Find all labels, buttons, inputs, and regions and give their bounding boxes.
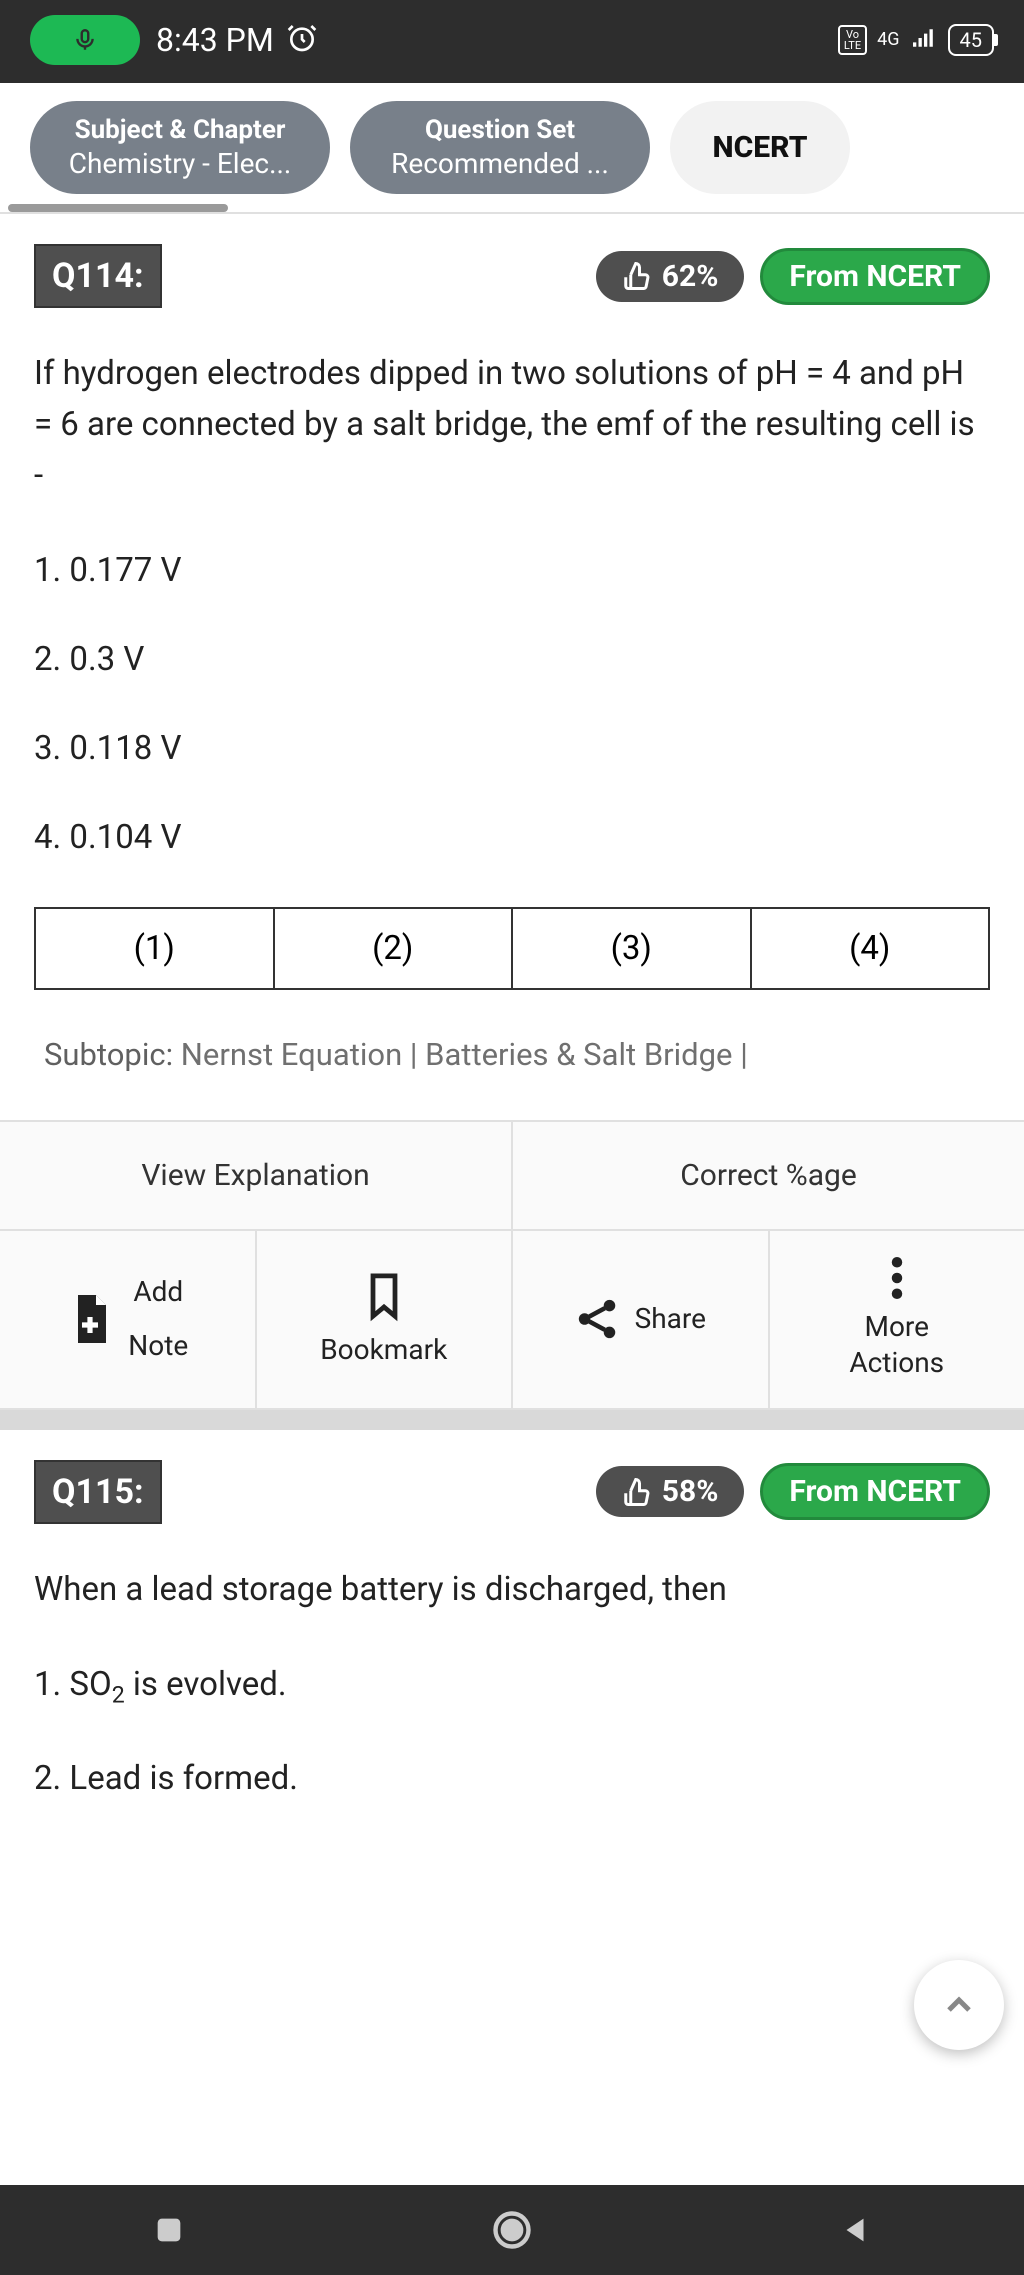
option-1: 1. SO2 is evolved.: [34, 1665, 990, 1709]
answer-cell-1[interactable]: (1): [35, 908, 274, 989]
option-3: 3. 0.118 V: [34, 729, 990, 768]
volte-icon: Vo LTE: [838, 25, 867, 55]
opt1-sub: 2: [112, 1682, 125, 1709]
mic-indicator: [30, 15, 140, 65]
answer-cell-3[interactable]: (3): [512, 908, 751, 989]
option-4: 4. 0.104 V: [34, 818, 990, 857]
question-card-q115: Q115: 58% From NCERT When a lead storage…: [0, 1430, 1024, 1798]
question-id-badge: Q114:: [34, 244, 162, 308]
triangle-left-icon: [838, 2213, 872, 2247]
android-nav-bar: [0, 2185, 1024, 2275]
recents-button[interactable]: [152, 2213, 186, 2247]
pill-title: Subject & Chapter: [66, 115, 294, 145]
bookmark-button[interactable]: Bookmark: [257, 1231, 514, 1408]
opt1-prefix: 1. SO: [34, 1665, 112, 1704]
option-2: 2. 0.3 V: [34, 640, 990, 679]
thumbs-up-icon: [622, 261, 652, 291]
action-row: Add Note Bookmark Share More Actions: [0, 1231, 1024, 1410]
card-gap: [0, 1410, 1024, 1430]
question-text: If hydrogen electrodes dipped in two sol…: [34, 348, 990, 501]
network-4g: 4G: [877, 31, 899, 49]
view-explanation-button[interactable]: View Explanation: [0, 1122, 513, 1229]
pill-title: NCERT: [713, 130, 808, 165]
scroll-indicator: [8, 204, 228, 212]
battery-level: 45: [948, 24, 994, 56]
question-card-q114: Q114: 62% From NCERT If hydrogen electro…: [0, 214, 1024, 1080]
back-button[interactable]: [838, 2213, 872, 2247]
filter-row[interactable]: Subject & Chapter Chemistry - Elec... Qu…: [0, 83, 1024, 214]
question-set-pill[interactable]: Question Set Recommended ...: [350, 101, 650, 194]
question-text: When a lead storage battery is discharge…: [34, 1564, 990, 1615]
thumbs-up-icon: [622, 1477, 652, 1507]
like-percentage-pill[interactable]: 62%: [596, 251, 745, 302]
answer-choice-table: (1) (2) (3) (4): [34, 907, 990, 990]
home-button[interactable]: [490, 2208, 534, 2252]
correct-percentage-button[interactable]: Correct %age: [513, 1122, 1024, 1229]
like-percentage-pill[interactable]: 58%: [596, 1466, 745, 1517]
chevron-up-icon: [939, 1985, 979, 2025]
clock-time: 8:43 PM: [156, 21, 274, 59]
status-bar: 8:43 PM Vo LTE 4G 45: [0, 0, 1024, 80]
scroll-up-button[interactable]: [914, 1960, 1004, 2050]
square-icon: [152, 2213, 186, 2247]
pill-sub: Chemistry - Elec...: [66, 147, 294, 180]
options-list: 1. SO2 is evolved. 2. Lead is formed.: [34, 1665, 990, 1798]
share-label: Share: [635, 1301, 706, 1337]
answer-cell-2[interactable]: (2): [274, 908, 513, 989]
add-note-label-bottom: Note: [128, 1328, 188, 1364]
explanation-row: View Explanation Correct %age: [0, 1120, 1024, 1231]
option-1: 1. 0.177 V: [34, 551, 990, 590]
pill-title: Question Set: [386, 115, 614, 145]
from-ncert-badge: From NCERT: [760, 248, 990, 305]
signal-icon: [910, 27, 938, 53]
add-note-icon: [66, 1290, 114, 1348]
circle-icon: [490, 2208, 534, 2252]
more-icon: [890, 1257, 904, 1299]
subtopic-value: Nernst Equation | Batteries & Salt Bridg…: [181, 1036, 748, 1073]
like-value: 62%: [662, 259, 719, 294]
alarm-icon: [286, 22, 318, 58]
bookmark-icon: [362, 1270, 406, 1322]
ncert-filter-pill[interactable]: NCERT: [670, 101, 850, 194]
add-note-label-top: Add: [128, 1274, 188, 1310]
more-label-bottom: Actions: [849, 1345, 944, 1381]
share-icon: [575, 1296, 621, 1342]
more-actions-button[interactable]: More Actions: [770, 1231, 1024, 1408]
subject-chapter-pill[interactable]: Subject & Chapter Chemistry - Elec...: [30, 101, 330, 194]
option-2: 2. Lead is formed.: [34, 1759, 990, 1798]
pill-sub: Recommended ...: [386, 147, 614, 180]
subtopic-line: Subtopic: Nernst Equation | Batteries & …: [34, 1030, 990, 1080]
subtopic-label: Subtopic:: [44, 1036, 181, 1073]
from-ncert-badge: From NCERT: [760, 1463, 990, 1520]
add-note-button[interactable]: Add Note: [0, 1231, 257, 1408]
answer-cell-4[interactable]: (4): [751, 908, 990, 989]
like-value: 58%: [662, 1474, 719, 1509]
opt1-suffix: is evolved.: [125, 1665, 287, 1704]
question-id-badge: Q115:: [34, 1460, 162, 1524]
question-header: Q115: 58% From NCERT: [34, 1460, 990, 1524]
share-button[interactable]: Share: [513, 1231, 770, 1408]
status-right: Vo LTE 4G 45: [838, 24, 994, 56]
more-label-top: More: [849, 1309, 944, 1345]
question-header: Q114: 62% From NCERT: [34, 244, 990, 308]
bookmark-label: Bookmark: [320, 1332, 447, 1368]
mic-icon: [72, 27, 98, 53]
options-list: 1. 0.177 V 2. 0.3 V 3. 0.118 V 4. 0.104 …: [34, 551, 990, 857]
